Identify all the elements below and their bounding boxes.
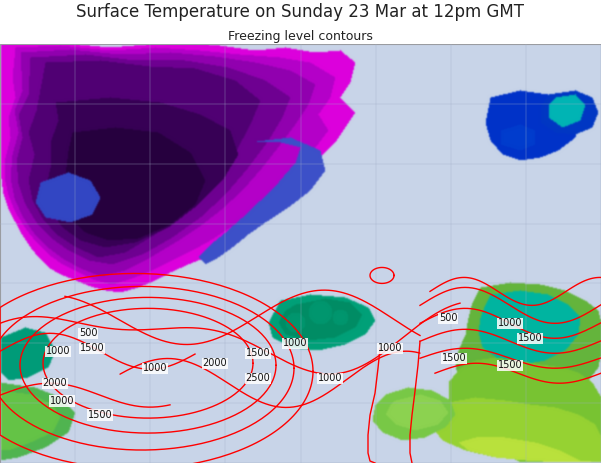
Text: Freezing level contours: Freezing level contours (228, 30, 373, 43)
Text: 1500: 1500 (517, 333, 542, 343)
Text: 1500: 1500 (88, 410, 112, 420)
Text: 1000: 1000 (498, 319, 522, 328)
Text: 2500: 2500 (246, 373, 270, 383)
Text: 1500: 1500 (246, 348, 270, 358)
Text: 1000: 1000 (378, 343, 402, 353)
Text: 500: 500 (79, 328, 97, 338)
Text: 1000: 1000 (143, 363, 167, 373)
Text: 1500: 1500 (80, 343, 105, 353)
Text: 1000: 1000 (318, 373, 342, 383)
Text: 1500: 1500 (498, 360, 522, 370)
Text: 1500: 1500 (442, 353, 466, 363)
Text: Surface Temperature on Sunday 23 Mar at 12pm GMT: Surface Temperature on Sunday 23 Mar at … (76, 3, 525, 21)
Text: 500: 500 (439, 313, 457, 323)
Text: 1000: 1000 (50, 396, 75, 406)
Text: 2000: 2000 (43, 378, 67, 388)
Text: 1000: 1000 (46, 346, 70, 356)
Text: 2000: 2000 (203, 358, 227, 368)
Text: 1000: 1000 (282, 338, 307, 348)
